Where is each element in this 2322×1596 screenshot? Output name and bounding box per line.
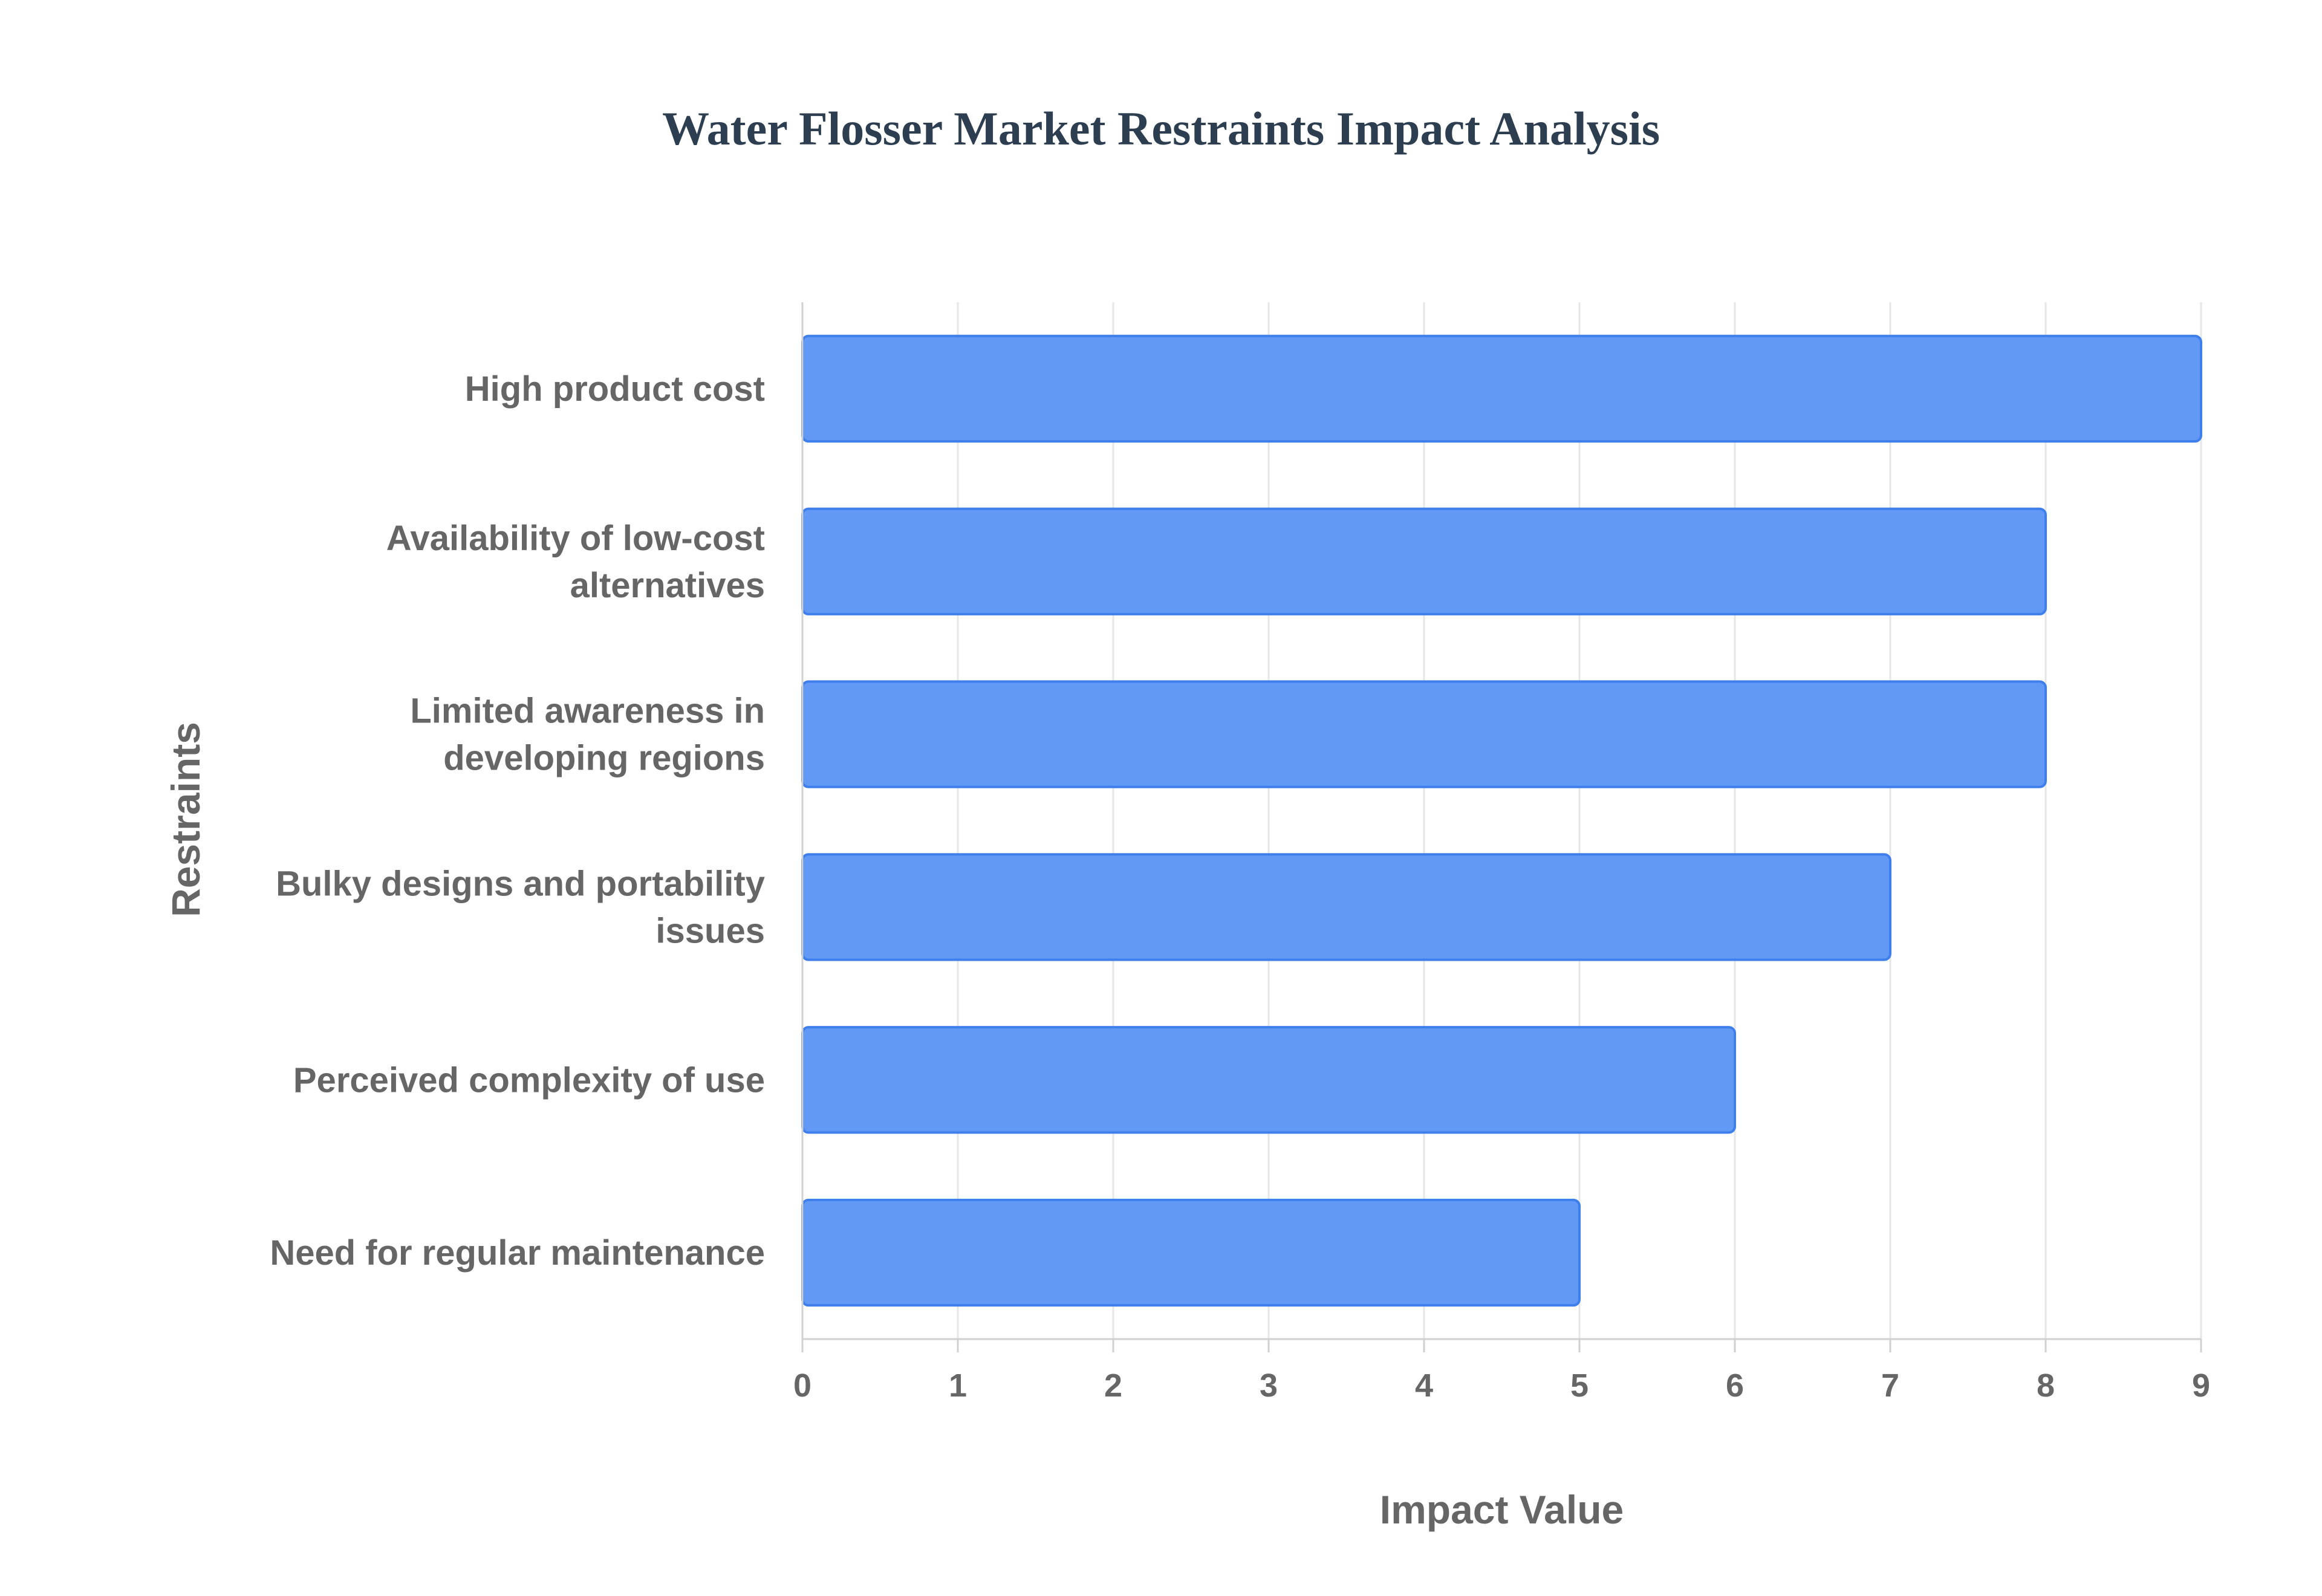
category-label: Need for regular maintenance [270, 1233, 765, 1273]
bar [801, 853, 1891, 961]
grid-lines [957, 302, 2202, 1339]
axes [801, 302, 2202, 1352]
bar [801, 507, 2047, 615]
y-axis-label: Restraints [163, 722, 208, 917]
bar [801, 334, 2202, 443]
bar [801, 1198, 1581, 1307]
x-tick-label: 1 [949, 1367, 967, 1404]
x-tick-label: 3 [1260, 1367, 1278, 1404]
category-label: Limited awareness in developing regions [410, 692, 765, 778]
category-label: Availability of low-cost alternatives [386, 519, 765, 605]
bar [801, 680, 2047, 788]
category-label: High product cost [465, 369, 765, 409]
bars [801, 334, 2202, 1307]
x-tick-label: 6 [1726, 1367, 1744, 1404]
x-tick-label: 2 [1104, 1367, 1122, 1404]
y-category-labels: High product cost Availability of low-cos… [270, 369, 765, 1273]
x-tick-label: 4 [1415, 1367, 1433, 1404]
x-tick-label: 5 [1570, 1367, 1589, 1404]
x-tick-label: 8 [2037, 1367, 2055, 1404]
bar [801, 1026, 1736, 1134]
category-label: Perceived complexity of use [293, 1060, 765, 1100]
x-tick-labels: 0 1 2 3 4 5 6 7 8 9 [793, 1367, 2210, 1404]
x-tick-label: 0 [793, 1367, 811, 1404]
chart-title: Water Flosser Market Restraints Impact A… [662, 102, 1660, 155]
x-tick-label: 7 [1881, 1367, 1899, 1404]
category-label: Bulky designs and portability issues [276, 864, 765, 950]
x-tick-label: 9 [2192, 1367, 2210, 1404]
x-axis-label: Impact Value [1380, 1487, 1624, 1532]
